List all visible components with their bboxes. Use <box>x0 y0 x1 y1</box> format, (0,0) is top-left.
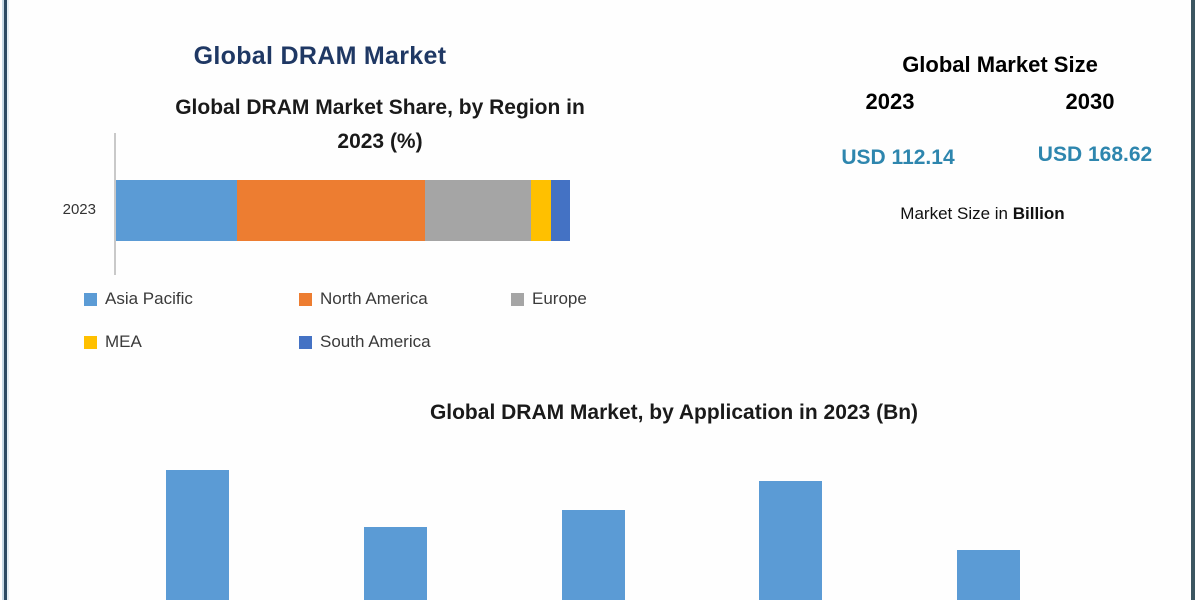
legend-item-mea: MEA <box>84 332 142 352</box>
legend-label-south-america: South America <box>320 332 431 351</box>
legend-label-asia-pacific: Asia Pacific <box>105 289 193 308</box>
market-size-note-unit: Billion <box>1012 204 1065 223</box>
region-stacked-bar <box>116 180 570 241</box>
right-frame-border <box>1191 0 1195 600</box>
legend-swatch-south-america <box>299 335 312 349</box>
application-bar-4 <box>759 481 823 600</box>
market-size-title: Global Market Size <box>902 52 1098 77</box>
legend-item-europe: Europe <box>511 289 587 309</box>
market-size-value-2023: USD 112.14 <box>841 146 955 169</box>
region-chart-category-label: 2023 <box>62 201 96 218</box>
bar-segment-europe <box>425 180 531 241</box>
application-bar-2 <box>363 527 427 600</box>
region-chart-title: Global DRAM Market Share, by Region in 2… <box>80 91 680 159</box>
bar-segment-mea <box>530 180 551 241</box>
legend-label-mea: MEA <box>105 332 142 351</box>
left-frame-border <box>2 0 9 600</box>
legend-swatch-europe <box>511 292 524 306</box>
legend-item-north-america: North America <box>299 289 428 309</box>
bar-segment-asia-pacific <box>116 180 238 241</box>
legend-item-asia-pacific: Asia Pacific <box>84 289 193 309</box>
application-chart-title: Global DRAM Market, by Application in 20… <box>429 401 919 424</box>
page-title: Global DRAM Market <box>193 42 447 70</box>
market-size-year-2023: 2023 <box>865 89 915 114</box>
market-size-value-2030: USD 168.62 <box>1037 143 1153 166</box>
legend-swatch-asia-pacific <box>84 292 97 306</box>
region-chart-title-line1: Global DRAM Market Share, by Region in <box>175 96 585 119</box>
region-chart-title-line2: 2023 (%) <box>337 130 423 153</box>
legend-label-europe: Europe <box>532 289 587 308</box>
application-bar-3 <box>561 510 625 600</box>
bar-segment-north-america <box>237 180 426 241</box>
application-bar-chart <box>166 340 1086 600</box>
legend-item-south-america: South America <box>299 332 431 352</box>
legend-swatch-north-america <box>299 292 312 306</box>
market-size-note-prefix: Market Size in <box>900 204 1013 223</box>
legend-swatch-mea <box>84 335 97 349</box>
application-bar-5 <box>957 550 1020 600</box>
region-chart-y-axis <box>114 133 116 275</box>
legend-label-north-america: North America <box>320 289 428 308</box>
market-size-note: Market Size in Billion <box>860 204 1105 224</box>
market-size-year-2030: 2030 <box>1065 89 1115 114</box>
application-bar-1 <box>166 470 229 600</box>
bar-segment-south-america <box>550 180 570 241</box>
